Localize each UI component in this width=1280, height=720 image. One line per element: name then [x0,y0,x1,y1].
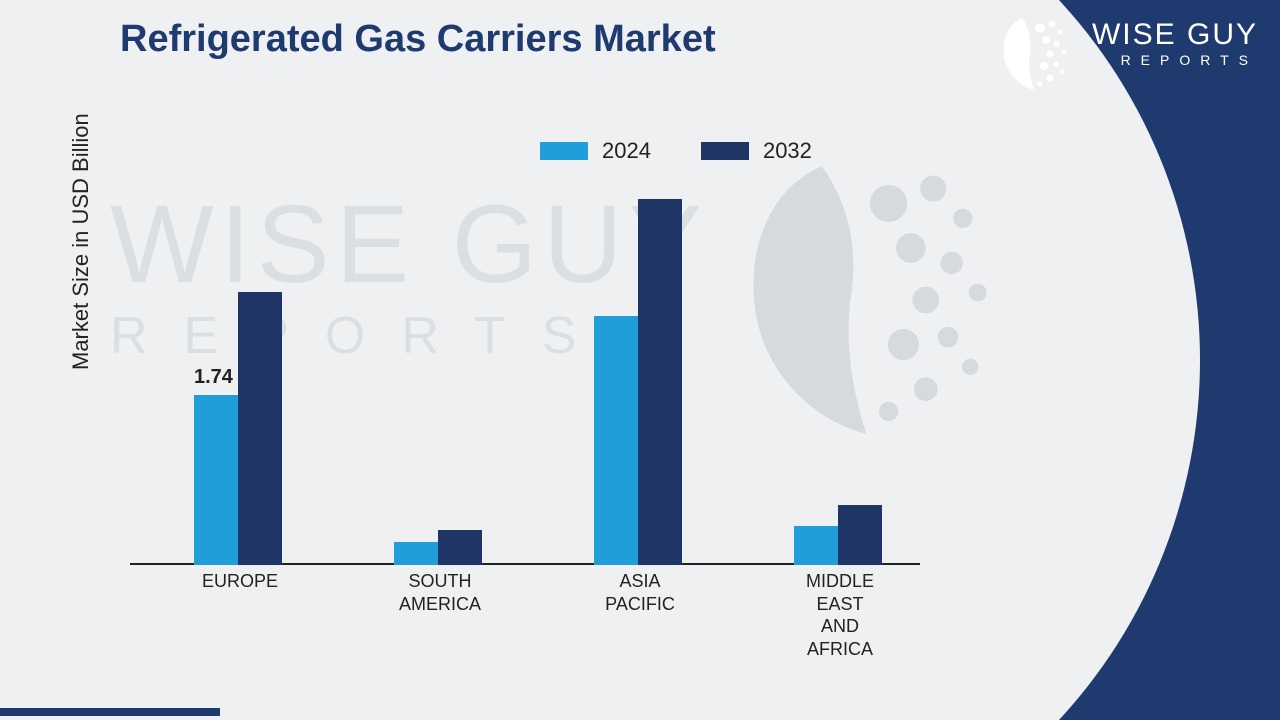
bar [438,530,482,565]
bar-value-label: 1.74 [194,366,233,389]
brand-panel [960,0,1280,720]
legend: 2024 2032 [540,138,812,164]
legend-item: 2024 [540,138,651,164]
x-tick-label: EUROPE [160,570,320,593]
y-axis-label: Market Size in USD Billion [68,113,94,370]
bar [594,316,638,565]
brand-head-icon [1000,14,1070,94]
legend-swatch [540,142,588,160]
legend-label: 2032 [763,138,812,164]
bar [838,505,882,565]
chart-canvas: WISE GUY REPORTS Refrigerated Gas Carrie… [0,0,1280,720]
brand-name-bottom: REPORTS [1092,52,1258,68]
bar [194,395,238,565]
x-tick-label: ASIAPACIFIC [560,570,720,615]
panel-arc [960,0,1200,720]
legend-label: 2024 [602,138,651,164]
brand-name-top: WISE GUY [1092,20,1258,50]
bar [794,526,838,565]
bar [638,199,682,565]
x-tick-label: MIDDLEEASTANDAFRICA [760,570,920,660]
x-tick-label: SOUTHAMERICA [360,570,520,615]
brand-logo: WISE GUY REPORTS [1092,20,1258,68]
footer-accent-bar [0,708,220,716]
legend-item: 2032 [701,138,812,164]
bar [394,542,438,565]
plot-area: 1.74 [130,175,920,565]
legend-swatch [701,142,749,160]
chart-title: Refrigerated Gas Carriers Market [120,18,716,61]
bar [238,292,282,565]
